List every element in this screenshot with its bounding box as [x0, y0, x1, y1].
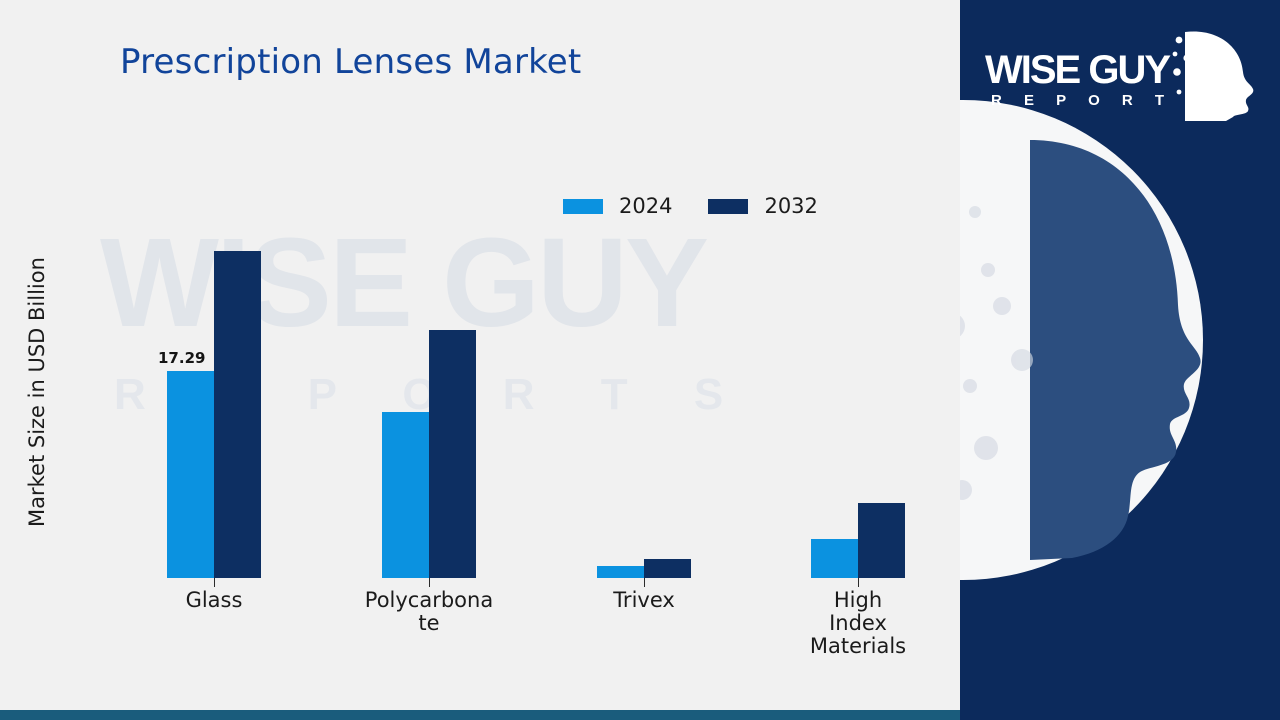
logo-head-icon [1172, 31, 1254, 121]
legend-item-2024[interactable]: 2024 [563, 194, 672, 218]
bar-2032-glass[interactable] [214, 251, 261, 578]
bar-2024-trivex[interactable] [597, 566, 644, 578]
bar-group: 17.29 [158, 180, 261, 578]
head-profile-silhouette-icon [1030, 140, 1201, 560]
bar-2024-high-index-materials[interactable] [811, 538, 858, 578]
bar-2032-trivex[interactable] [644, 558, 691, 578]
bar-chart: WISE GUY R E P O R T S Market Size in US… [25, 180, 925, 658]
footer-accent-bar [0, 710, 960, 720]
axis-tick [644, 578, 645, 587]
dot-network-decoration [960, 206, 1033, 500]
bar-value-label: 17.29 [158, 349, 206, 368]
category-label-glass: Glass [185, 588, 243, 612]
bar-2032-high-index-materials[interactable] [858, 503, 905, 578]
bar-group [382, 180, 476, 578]
y-axis-title: Market Size in USD Billion [25, 257, 49, 527]
logo-wordmark: WISE GUY [985, 48, 1171, 92]
legend-item-2032[interactable]: 2032 [708, 194, 818, 218]
bar-group [597, 180, 691, 578]
bar-2024-glass[interactable] [167, 371, 214, 578]
chart-legend: 2024 2032 [563, 194, 818, 218]
category-label-polycarbonate: Polycarbona te [364, 588, 494, 635]
legend-swatch-2032 [708, 198, 749, 214]
legend-label-2032: 2032 [764, 194, 818, 218]
legend-label-2024: 2024 [619, 194, 673, 218]
axis-tick [858, 578, 859, 587]
bar-group [811, 180, 905, 578]
category-label-high-index-materials: High Index Materials [809, 588, 907, 658]
bar-2032-polycarbonate[interactable] [429, 329, 476, 578]
category-label-trivex: Trivex [613, 588, 675, 612]
page-title: Prescription Lenses Market [120, 42, 582, 82]
legend-swatch-2024 [563, 198, 603, 214]
plot-area: 17.29 [95, 180, 925, 578]
bar-2024-polycarbonate[interactable] [382, 412, 429, 578]
axis-tick [214, 578, 215, 587]
axis-tick [429, 578, 430, 587]
logo-subtitle: R E P O R T S [991, 92, 1206, 109]
brand-logo: WISE GUY R E P O R T S [985, 26, 1260, 121]
